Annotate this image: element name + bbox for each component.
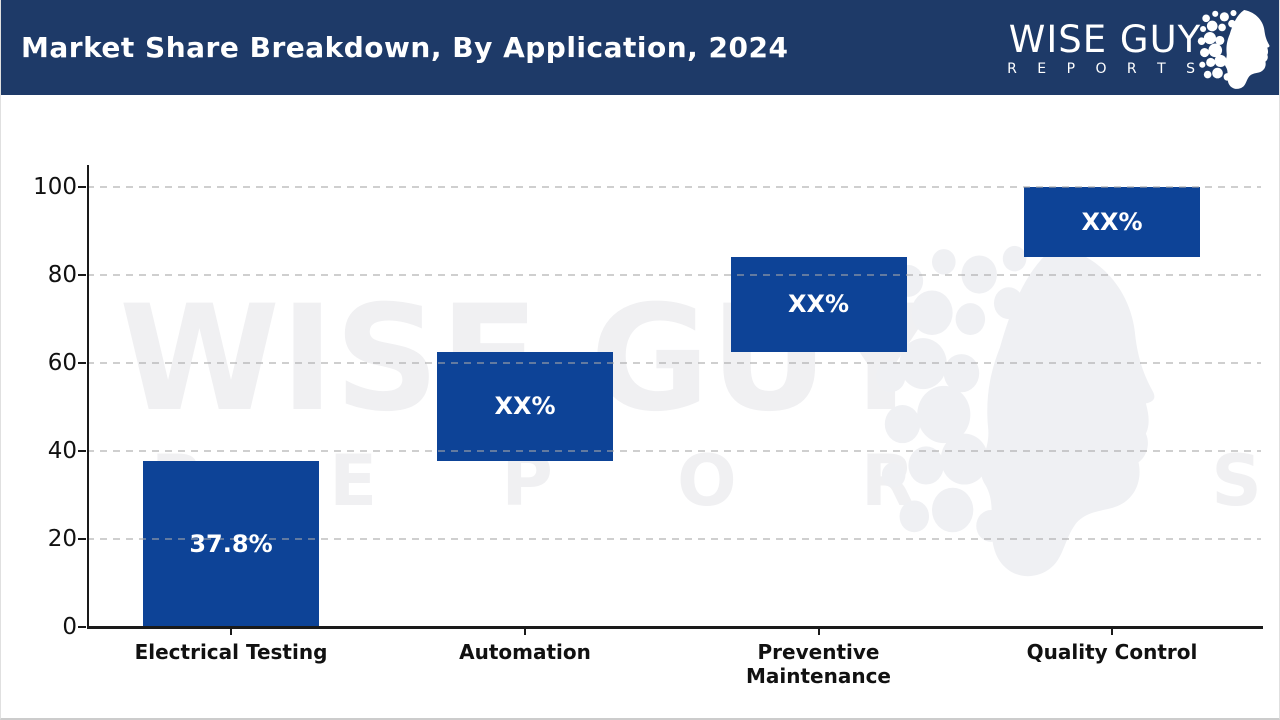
brand-subtitle: R E P O R T S: [1007, 60, 1203, 77]
gridline-y80: [87, 274, 1261, 276]
bar-value-electrical-testing: 37.8%: [189, 529, 273, 558]
watermark-head-icon: [873, 230, 1168, 580]
bar-quality-control: [1024, 187, 1200, 258]
x-axis-line: [87, 626, 1263, 629]
bar-value-preventive-maintenance: XX%: [787, 290, 850, 319]
y-tick-0: [78, 626, 86, 628]
brand-name: WISE GUY: [1008, 17, 1202, 61]
bar-value-automation: XX%: [494, 392, 556, 421]
page-title: Market Share Breakdown, By Application, …: [21, 31, 789, 64]
header-bar: Market Share Breakdown, By Application, …: [1, 0, 1279, 95]
x-tick-preventive-maintenance: [817, 627, 820, 635]
x-tick-electrical-testing: [230, 627, 232, 635]
gridline-y20: [87, 538, 1261, 540]
y-tick-label-80: 80: [47, 262, 77, 288]
bar-value-quality-control: XX%: [1081, 208, 1143, 237]
y-tick-label-100: 100: [33, 174, 77, 200]
x-category-quality-control: Quality Control: [1026, 640, 1198, 664]
brand-logo: WISE GUY R E P O R T S: [1007, 4, 1273, 92]
brand-logo-text: WISE GUY R E P O R T S: [1007, 21, 1203, 76]
y-tick-60: [78, 362, 86, 364]
y-tick-40: [78, 450, 86, 452]
x-tick-quality-control: [1111, 627, 1113, 635]
x-category-preventive-maintenance: Preventive Maintenance: [745, 640, 891, 688]
x-tick-automation: [524, 627, 526, 635]
bar-preventive-maintenance: [730, 257, 907, 352]
y-tick-label-0: 0: [62, 614, 77, 640]
y-tick-100: [78, 186, 86, 188]
y-tick-label-40: 40: [47, 438, 77, 464]
bar-electrical-testing: [143, 460, 319, 627]
x-category-automation: Automation: [459, 640, 591, 664]
brand-head-icon: [1197, 6, 1273, 90]
y-tick-label-20: 20: [47, 526, 77, 552]
gridline-y60: [87, 362, 1261, 364]
bar-automation: [437, 351, 613, 461]
gridline-y100: [87, 186, 1261, 188]
y-tick-80: [78, 274, 86, 276]
y-tick-label-60: 60: [47, 350, 77, 376]
x-category-electrical-testing: Electrical Testing: [134, 640, 328, 664]
y-tick-20: [78, 538, 86, 540]
y-axis-line: [87, 165, 89, 629]
gridline-y40: [87, 450, 1261, 452]
